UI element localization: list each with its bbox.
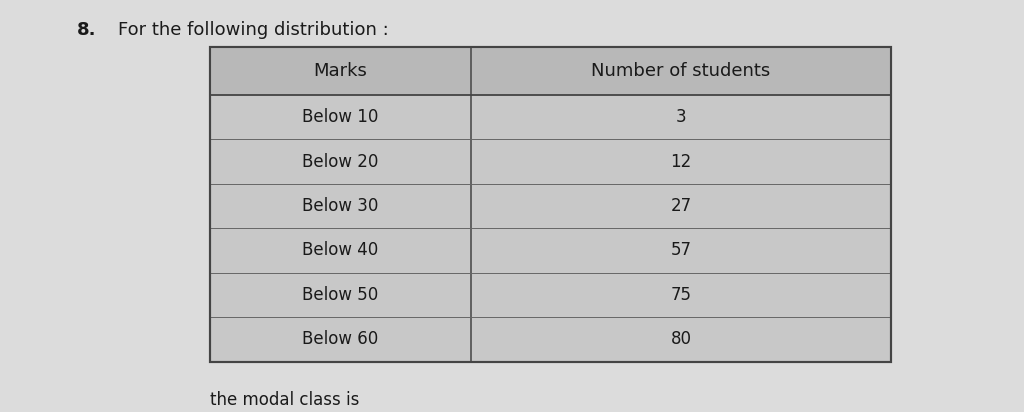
Text: 8.: 8. (77, 21, 96, 39)
Text: For the following distribution :: For the following distribution : (118, 21, 388, 39)
Text: 80: 80 (671, 330, 691, 349)
Text: Below 40: Below 40 (302, 241, 379, 260)
Text: 75: 75 (671, 286, 691, 304)
Bar (210, 47, 891, 95)
Text: 3: 3 (676, 108, 686, 126)
Text: 12: 12 (671, 152, 691, 171)
Text: Below 30: Below 30 (302, 197, 379, 215)
Text: Number of students: Number of students (591, 62, 771, 80)
Text: 57: 57 (671, 241, 691, 260)
Bar (210, 47, 891, 362)
Text: Marks: Marks (313, 62, 368, 80)
Text: Below 20: Below 20 (302, 152, 379, 171)
Text: Below 50: Below 50 (302, 286, 379, 304)
Bar (210, 47, 891, 362)
Text: Below 10: Below 10 (302, 108, 379, 126)
Text: the modal class is: the modal class is (210, 391, 359, 409)
Text: 27: 27 (671, 197, 691, 215)
Text: Below 60: Below 60 (302, 330, 379, 349)
